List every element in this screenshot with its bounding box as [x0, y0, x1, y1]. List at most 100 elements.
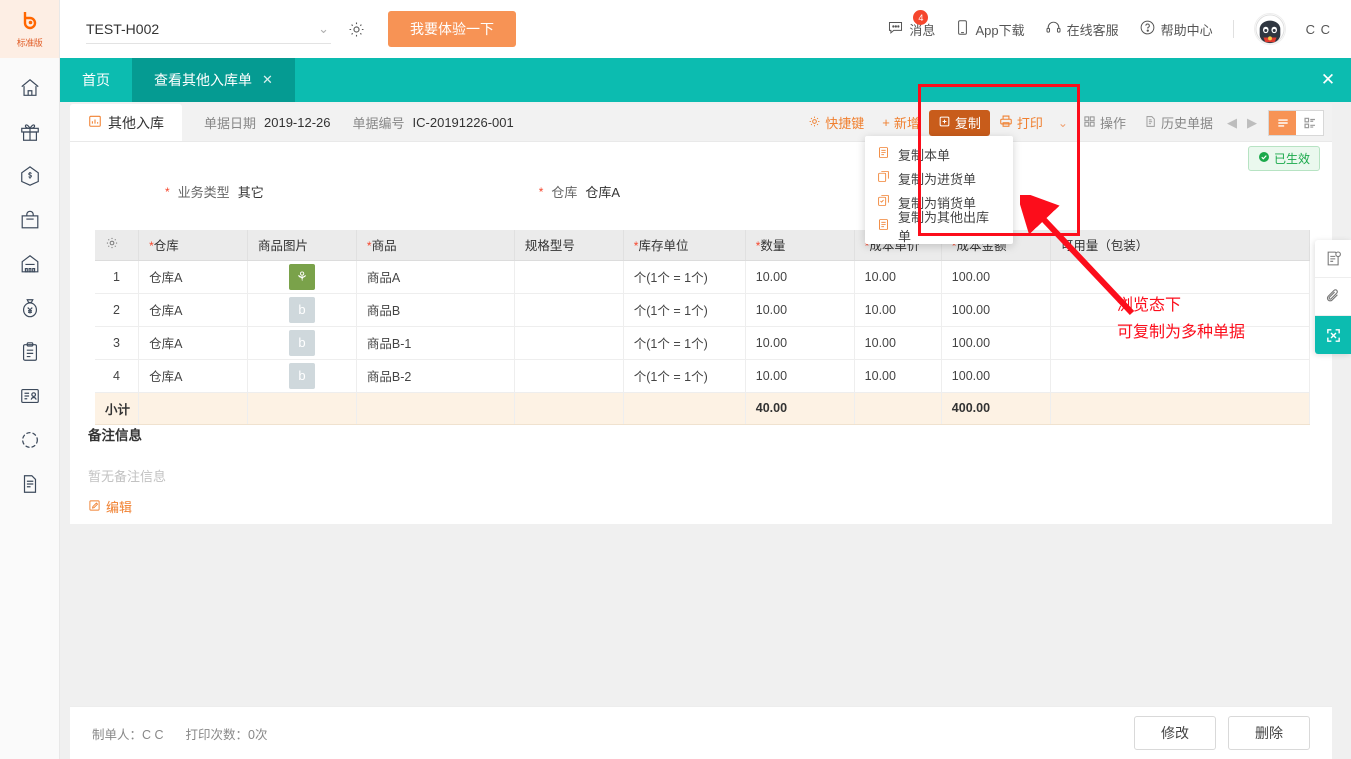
rail-item-sync[interactable] [0, 418, 59, 462]
column-header-qty[interactable]: *数量 [745, 230, 855, 261]
footer-meta: 制单人：C C 打印次数：0次 [92, 724, 267, 743]
top-header: TEST-H002 ⌄ 我要体验一下 消息 4 App下载 在线客服 帮助 [60, 0, 1351, 58]
remarks-edit-label: 编辑 [106, 500, 133, 515]
column-header-available[interactable]: 可用量（包装） [1050, 230, 1311, 261]
rail-item-report[interactable] [0, 330, 59, 374]
subtotal-blank [514, 392, 624, 425]
rail-item-finance[interactable] [0, 286, 59, 330]
rail-item-home[interactable] [0, 66, 59, 110]
biz-type-value: 其它 [237, 185, 264, 200]
menu-item-copy-this[interactable]: 复制本单 [865, 142, 1013, 166]
shortcut-button[interactable]: 快捷键 [799, 110, 873, 136]
cell-qty: 10.00 [745, 326, 855, 360]
doc-log-button[interactable] [1315, 240, 1351, 278]
cell-unit: 个(1个 = 1个) [623, 359, 746, 393]
row-index: 1 [95, 260, 140, 294]
rail-item-shop[interactable] [0, 154, 59, 198]
field-biz-type: * 业务类型 其它 [165, 182, 264, 201]
tab-label: 首页 [82, 72, 110, 88]
subtotal-blank [356, 392, 515, 425]
prev-record-icon[interactable]: ◀ [1227, 114, 1237, 130]
rail-item-gift[interactable] [0, 110, 59, 154]
next-record-icon[interactable]: ▶ [1247, 114, 1257, 130]
footer-buttons: 修改 删除 [1134, 716, 1310, 750]
menu-item-copy-to-sale[interactable]: 复制为销货单 [865, 190, 1013, 214]
rail-item-contacts[interactable] [0, 374, 59, 418]
cell-cost-price: 10.00 [854, 293, 942, 327]
delete-button[interactable]: 删除 [1228, 716, 1310, 750]
close-all-icon[interactable]: ✕ [1320, 70, 1336, 89]
document-card: 其他入库 单据日期 2019-12-26 单据编号 IC-20191226-00… [70, 104, 1332, 524]
expand-icon [1326, 328, 1340, 342]
add-button[interactable]: + 新增 [873, 110, 929, 136]
cell-spec [514, 293, 624, 327]
rail-item-new[interactable] [0, 462, 59, 506]
required-marker: * [755, 239, 761, 254]
subtotal-blank [247, 392, 357, 425]
column-settings-cell[interactable] [95, 230, 140, 261]
rail-item-warehouse[interactable] [0, 242, 59, 286]
header-item-app-download[interactable]: App下载 [955, 19, 1025, 39]
tab-view-other-inbound[interactable]: 查看其他入库单 ✕ [132, 58, 295, 102]
remarks-edit-button[interactable]: 编辑 [88, 497, 166, 516]
table-row[interactable]: 2 仓库A b 商品B 个(1个 = 1个) 10.00 10.00 100.0… [95, 293, 1311, 327]
avatar[interactable] [1253, 13, 1286, 45]
copy-sale-icon [877, 194, 890, 210]
copy-doc-icon [877, 146, 890, 162]
table-row[interactable]: 4 仓库A b 商品B-2 个(1个 = 1个) 10.00 10.00 100… [95, 359, 1311, 393]
cell-unit: 个(1个 = 1个) [623, 260, 746, 294]
remarks-section: 备注信息 暂无备注信息 编辑 [88, 424, 166, 516]
column-header-unit[interactable]: *库存单位 [623, 230, 746, 261]
menu-item-copy-to-purchase[interactable]: 复制为进货单 [865, 166, 1013, 190]
attachment-button[interactable] [1315, 278, 1351, 316]
settings-gear-icon[interactable] [347, 20, 366, 39]
cell-spec [514, 359, 624, 393]
table-row[interactable]: 1 仓库A ⚘ 商品A 个(1个 = 1个) 10.00 10.00 100.0… [95, 260, 1311, 294]
org-select-value: TEST-H002 [86, 20, 160, 37]
header-item-help[interactable]: 帮助中心 [1139, 19, 1213, 39]
document-tab-strip: 其他入库 单据日期 2019-12-26 单据编号 IC-20191226-00… [70, 104, 1332, 142]
rail-icon-list [0, 58, 59, 506]
header-item-support[interactable]: 在线客服 [1045, 19, 1119, 39]
cell-warehouse: 仓库A [138, 326, 248, 360]
more-chevron-down-icon[interactable]: ⌄ [1057, 115, 1068, 130]
history-button[interactable]: 历史单据 [1135, 110, 1222, 136]
operate-label: 操作 [1099, 116, 1126, 131]
required-marker: * [538, 184, 544, 199]
required-marker: * [633, 239, 639, 254]
column-label: 仓库 [153, 239, 179, 254]
fullscreen-button[interactable] [1315, 316, 1351, 354]
biz-type-label: 业务类型 [177, 185, 230, 200]
table-row[interactable]: 3 仓库A b 商品B-1 个(1个 = 1个) 10.00 10.00 100… [95, 326, 1311, 360]
document-meta: 单据日期 2019-12-26 单据编号 IC-20191226-001 [182, 104, 528, 141]
doc-number-value: IC-20191226-001 [412, 115, 514, 130]
org-select[interactable]: TEST-H002 ⌄ [86, 14, 331, 44]
cell-warehouse: 仓库A [138, 293, 248, 327]
gear-icon[interactable] [105, 238, 119, 253]
trial-cta-button[interactable]: 我要体验一下 [388, 11, 516, 47]
rail-item-bag[interactable] [0, 198, 59, 242]
copy-button[interactable]: 复制 [928, 109, 990, 136]
tab-home[interactable]: 首页 [60, 58, 132, 102]
tab-bar: 首页 查看其他入库单 ✕ ✕ [60, 58, 1351, 102]
plus-icon: + [882, 115, 890, 130]
column-header-product[interactable]: *商品 [356, 230, 515, 261]
operate-button[interactable]: 操作 [1074, 110, 1135, 136]
paperclip-icon [1326, 289, 1338, 302]
menu-item-copy-to-other-outbound[interactable]: 复制为其他出库单 [865, 210, 1013, 244]
history-doc-icon [1144, 115, 1157, 131]
print-button[interactable]: 打印 [990, 110, 1052, 136]
cell-spec [514, 326, 624, 360]
column-header-image[interactable]: 商品图片 [247, 230, 357, 261]
modify-button[interactable]: 修改 [1134, 716, 1216, 750]
list-view-icon[interactable] [1269, 110, 1296, 135]
cell-qty: 10.00 [745, 359, 855, 393]
header-item-message[interactable]: 消息 4 [887, 10, 935, 39]
doc-tab-other-inbound[interactable]: 其他入库 [70, 104, 182, 141]
column-header-warehouse[interactable]: *仓库 [138, 230, 248, 261]
close-icon[interactable]: ✕ [262, 72, 273, 87]
grid-dots-icon [1083, 115, 1096, 131]
column-header-spec[interactable]: 规格型号 [514, 230, 624, 261]
card-view-icon[interactable] [1296, 110, 1323, 135]
